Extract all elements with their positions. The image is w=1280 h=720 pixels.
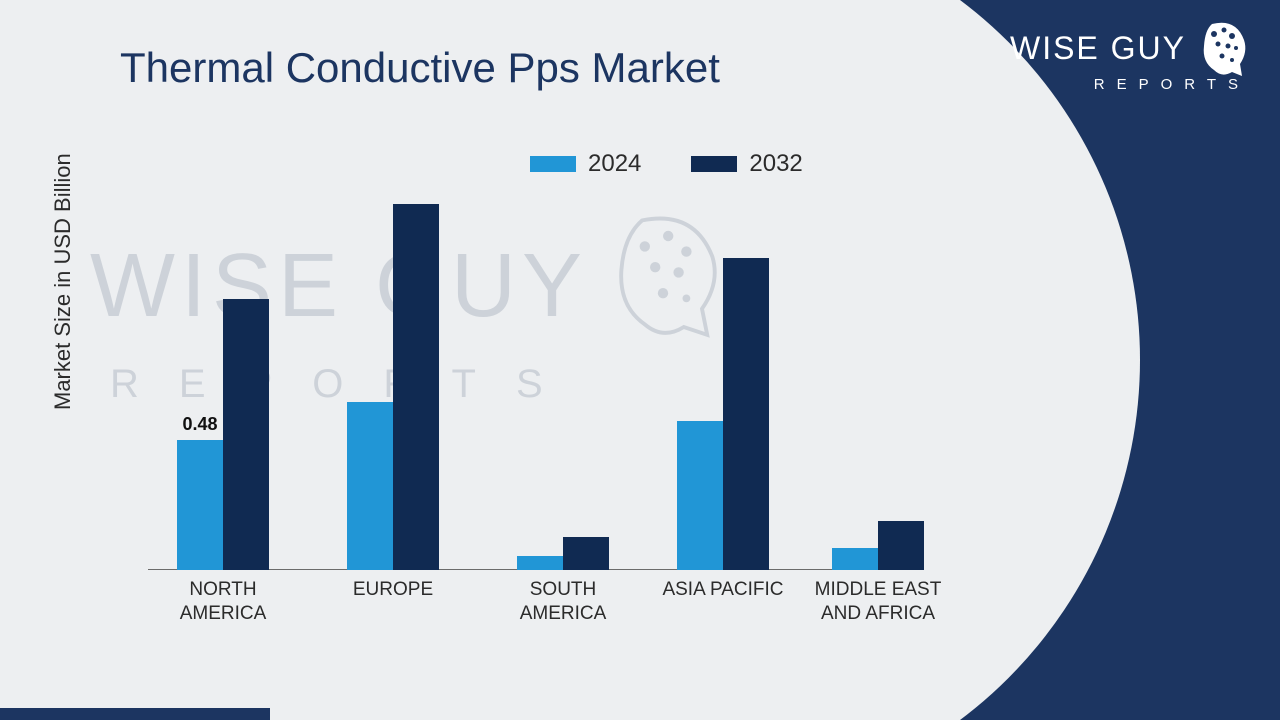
legend-label-a: 2024: [588, 150, 641, 178]
bar-value-label: 0.48: [182, 414, 217, 435]
y-axis-label: Market Size in USD Billion: [50, 153, 76, 410]
bar-series-a: [832, 548, 878, 570]
bar-series-b: [393, 204, 439, 570]
category-label: ASIA PACIFIC: [653, 578, 793, 602]
logo-text-line1: WISE GUY: [1010, 30, 1186, 67]
bar-series-b: [878, 521, 924, 570]
page-root: WISE GUY REPORTS Thermal Conductive Pps …: [0, 0, 1280, 720]
bar-group: SOUTH AMERICA: [498, 537, 628, 570]
chart-title: Thermal Conductive Pps Market: [120, 44, 720, 92]
logo-text-line2: REPORTS: [1010, 76, 1252, 93]
plot-area: 0.48NORTH AMERICA EUROPE SOUTH AMERICA ASIA…: [148, 190, 918, 570]
category-label: NORTH AMERICA: [153, 578, 293, 626]
bar-series-a: [347, 402, 393, 570]
category-label: SOUTH AMERICA: [493, 578, 633, 626]
bar-series-a: [517, 556, 563, 570]
legend-label-b: 2032: [749, 150, 802, 178]
logo-head-icon: [1192, 18, 1252, 78]
legend-item-2024: 2024: [530, 150, 641, 178]
category-label: MIDDLE EAST AND AFRICA: [808, 578, 948, 626]
legend-swatch-a: [530, 156, 576, 172]
bar-group: ASIA PACIFIC: [658, 258, 788, 570]
bar-group: EUROPE: [328, 204, 458, 570]
bar-group: 0.48NORTH AMERICA: [158, 299, 288, 570]
bar-series-b: [563, 537, 609, 570]
bar-series-b: [723, 258, 769, 570]
legend: 2024 2032: [530, 150, 803, 178]
chart-area: Market Size in USD Billion 2024 2032 0.4…: [60, 150, 920, 690]
bar-series-a: 0.48: [177, 440, 223, 570]
bar-series-a: [677, 421, 723, 570]
brand-logo: WISE GUY REPORTS: [1010, 18, 1252, 93]
bar-group: MIDDLE EAST AND AFRICA: [813, 521, 943, 570]
bar-series-b: [223, 299, 269, 570]
legend-item-2032: 2032: [691, 150, 802, 178]
bottom-accent-strip: [0, 708, 270, 720]
legend-swatch-b: [691, 156, 737, 172]
category-label: EUROPE: [323, 578, 463, 602]
